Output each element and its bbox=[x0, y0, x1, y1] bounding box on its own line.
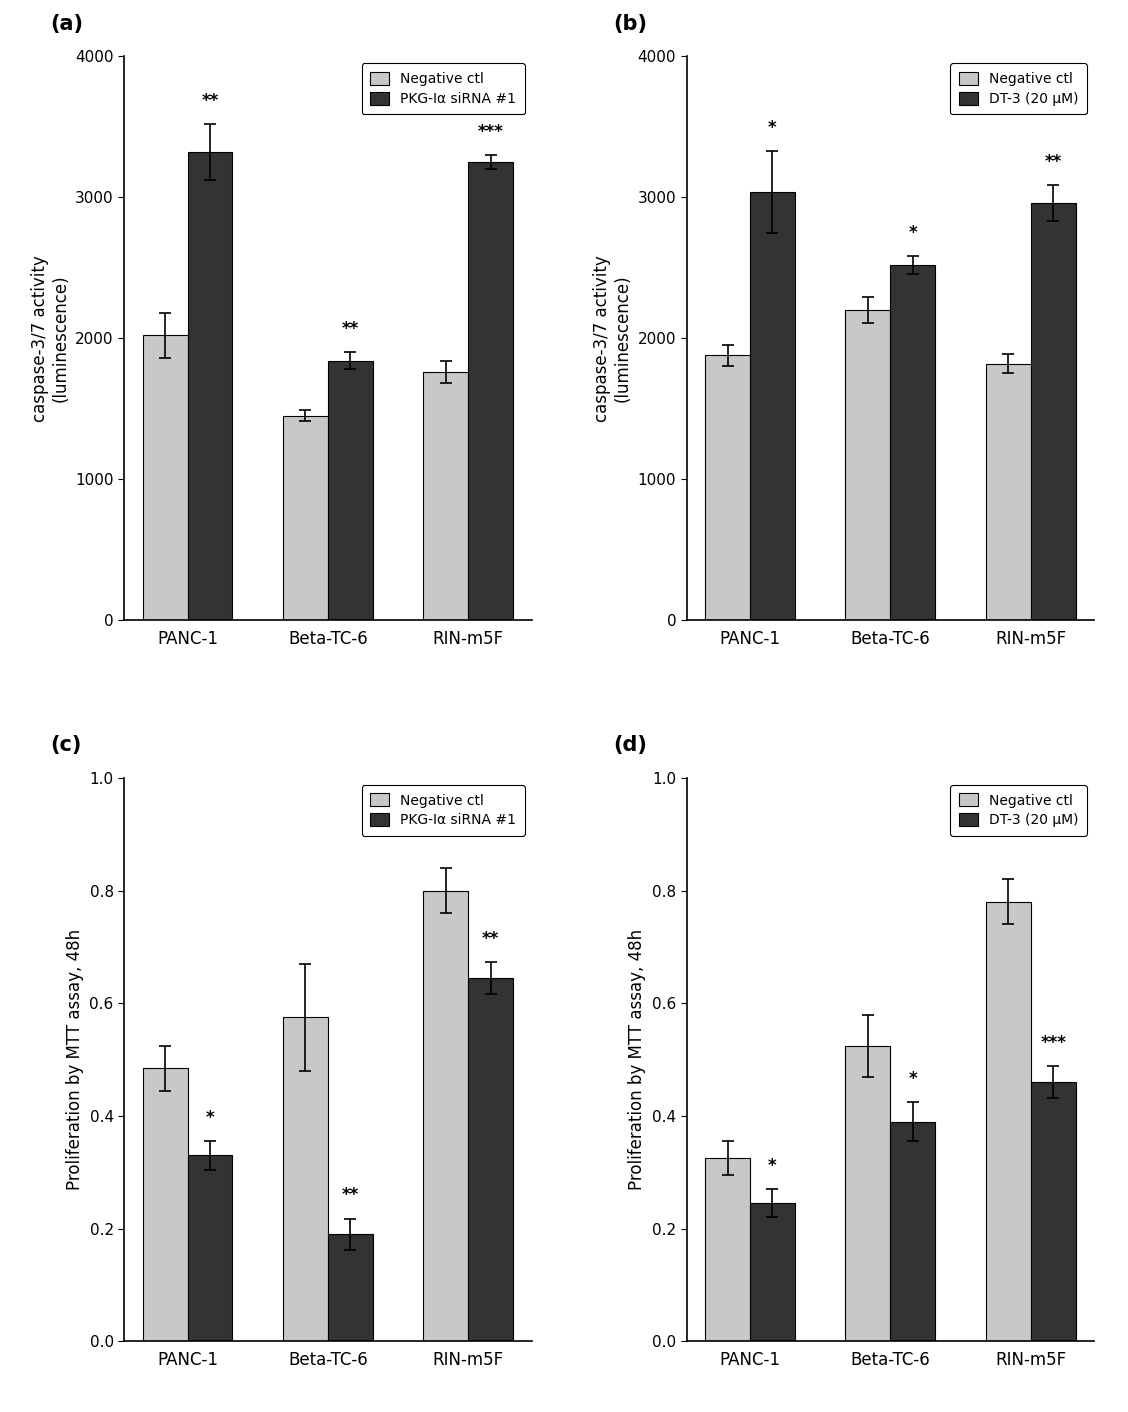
Y-axis label: caspase-3/7 activity
(luminescence): caspase-3/7 activity (luminescence) bbox=[593, 256, 632, 422]
Text: **: ** bbox=[202, 92, 219, 110]
Text: *: * bbox=[205, 1110, 214, 1127]
Text: ***: *** bbox=[478, 123, 503, 141]
Bar bbox=[705, 1158, 750, 1341]
Text: (b): (b) bbox=[614, 14, 647, 34]
Bar bbox=[468, 979, 513, 1341]
Legend: Negative ctl, DT-3 (20 μM): Negative ctl, DT-3 (20 μM) bbox=[951, 785, 1087, 836]
Legend: Negative ctl, DT-3 (20 μM): Negative ctl, DT-3 (20 μM) bbox=[951, 64, 1087, 114]
Bar bbox=[1031, 1082, 1076, 1341]
Legend: Negative ctl, PKG-Iα siRNA #1: Negative ctl, PKG-Iα siRNA #1 bbox=[361, 785, 525, 836]
Bar bbox=[846, 1045, 890, 1341]
Text: (a): (a) bbox=[51, 14, 83, 34]
Text: ***: *** bbox=[1040, 1035, 1066, 1052]
Bar bbox=[283, 415, 328, 620]
Text: **: ** bbox=[342, 321, 359, 339]
Bar bbox=[187, 1155, 232, 1341]
Bar bbox=[750, 1203, 795, 1341]
Bar bbox=[846, 311, 890, 620]
Bar bbox=[423, 891, 468, 1341]
Text: (d): (d) bbox=[614, 736, 647, 755]
Bar bbox=[142, 1067, 187, 1341]
Bar bbox=[750, 192, 795, 620]
Y-axis label: Proliferation by MTT assay, 48h: Proliferation by MTT assay, 48h bbox=[65, 929, 83, 1190]
Bar bbox=[328, 361, 372, 620]
Text: *: * bbox=[768, 119, 777, 137]
Bar bbox=[705, 356, 750, 620]
Bar bbox=[986, 364, 1031, 620]
Bar bbox=[328, 1234, 372, 1341]
Text: **: ** bbox=[342, 1186, 359, 1204]
Bar bbox=[986, 902, 1031, 1341]
Text: (c): (c) bbox=[51, 736, 82, 755]
Bar bbox=[142, 336, 187, 620]
Text: **: ** bbox=[1045, 152, 1061, 171]
Y-axis label: caspase-3/7 activity
(luminescence): caspase-3/7 activity (luminescence) bbox=[30, 256, 70, 422]
Text: *: * bbox=[768, 1158, 777, 1175]
Bar bbox=[1031, 203, 1076, 620]
Bar bbox=[890, 265, 935, 620]
Legend: Negative ctl, PKG-Iα siRNA #1: Negative ctl, PKG-Iα siRNA #1 bbox=[361, 64, 525, 114]
Bar bbox=[468, 162, 513, 620]
Text: **: ** bbox=[482, 931, 500, 947]
Bar bbox=[283, 1018, 328, 1341]
Text: *: * bbox=[908, 223, 917, 241]
Text: *: * bbox=[908, 1070, 917, 1087]
Bar bbox=[890, 1121, 935, 1341]
Bar bbox=[187, 152, 232, 620]
Bar bbox=[423, 373, 468, 620]
Y-axis label: Proliferation by MTT assay, 48h: Proliferation by MTT assay, 48h bbox=[628, 929, 646, 1190]
